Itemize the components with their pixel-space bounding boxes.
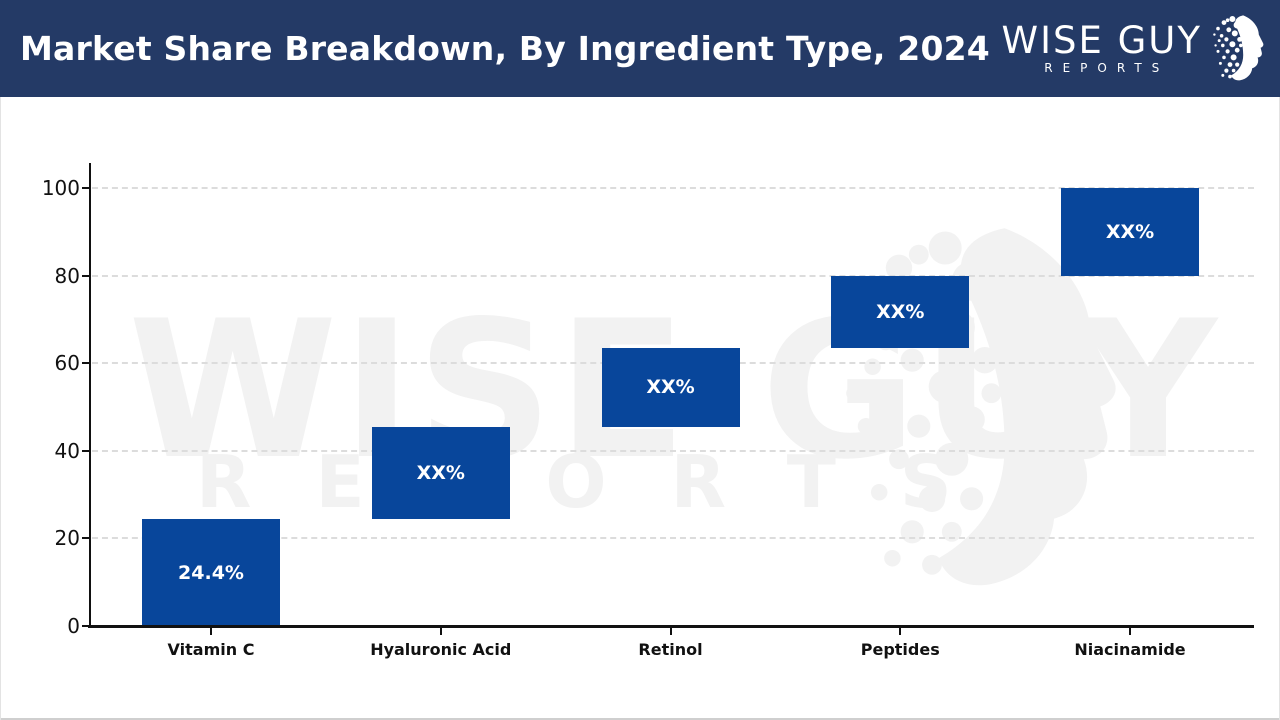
- y-tick-label: 40: [54, 438, 80, 463]
- bar-value-label: XX%: [646, 376, 695, 399]
- y-tick-mark: [82, 187, 90, 189]
- category-label: Vitamin C: [167, 640, 255, 659]
- header-bar: Market Share Breakdown, By Ingredient Ty…: [0, 0, 1280, 97]
- bar-value-label: XX%: [1105, 220, 1155, 243]
- y-tick-mark: [82, 625, 90, 627]
- y-tick-label: 0: [67, 614, 80, 638]
- page-bottom-edge: [0, 718, 1280, 720]
- y-tick-mark: [82, 362, 90, 365]
- logo-text: WISE GUY REPORTS: [1001, 18, 1202, 76]
- bar-value-label: XX%: [416, 462, 465, 485]
- x-tick-mark: [439, 628, 442, 635]
- gridline: [92, 537, 1254, 540]
- bar-segment: XX%: [601, 347, 740, 428]
- gridline: [92, 187, 1254, 189]
- x-tick-mark: [210, 628, 212, 635]
- gridline: [92, 274, 1254, 277]
- wiseguy-logo: WISE GUY REPORTS: [1002, 12, 1266, 86]
- y-tick-mark: [82, 274, 90, 277]
- bar-value-label: XX%: [876, 300, 925, 323]
- page-left-edge: [0, 97, 1, 720]
- y-axis-line: [89, 163, 91, 627]
- x-tick-mark: [669, 628, 672, 635]
- y-tick-mark: [82, 537, 90, 540]
- gridline: [92, 449, 1254, 452]
- x-axis-line: [88, 625, 1254, 628]
- bar-value-label: 24.4%: [178, 561, 244, 584]
- category-label: Niacinamide: [1074, 640, 1186, 659]
- x-tick-mark: [1129, 628, 1131, 635]
- category-label: Retinol: [638, 640, 703, 659]
- bar-segment: XX%: [831, 275, 970, 348]
- bar-segment: XX%: [371, 427, 510, 520]
- bar-segment: XX%: [1061, 188, 1199, 276]
- y-tick-mark: [82, 449, 90, 452]
- y-tick-label: 80: [54, 263, 80, 288]
- bar-segment: 24.4%: [142, 519, 280, 626]
- page-title: Market Share Breakdown, By Ingredient Ty…: [20, 29, 990, 68]
- y-tick-label: 20: [54, 526, 80, 551]
- category-label: Peptides: [860, 640, 940, 659]
- category-label: Hyaluronic Acid: [370, 640, 512, 659]
- logo-wordmark: WISE GUY: [1001, 18, 1202, 62]
- y-tick-label: 100: [41, 176, 80, 200]
- y-tick-label: 60: [54, 351, 80, 376]
- logo-subtitle: REPORTS: [1044, 61, 1170, 76]
- x-tick-mark: [899, 628, 902, 635]
